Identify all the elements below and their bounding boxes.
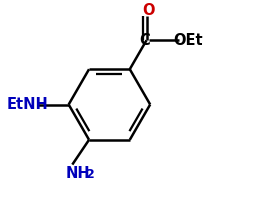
Text: OEt: OEt	[173, 33, 203, 48]
Text: EtNH: EtNH	[6, 97, 48, 112]
Text: O: O	[142, 4, 154, 18]
Text: 2: 2	[86, 168, 94, 181]
Text: C: C	[139, 33, 150, 48]
Text: NH: NH	[65, 167, 90, 181]
